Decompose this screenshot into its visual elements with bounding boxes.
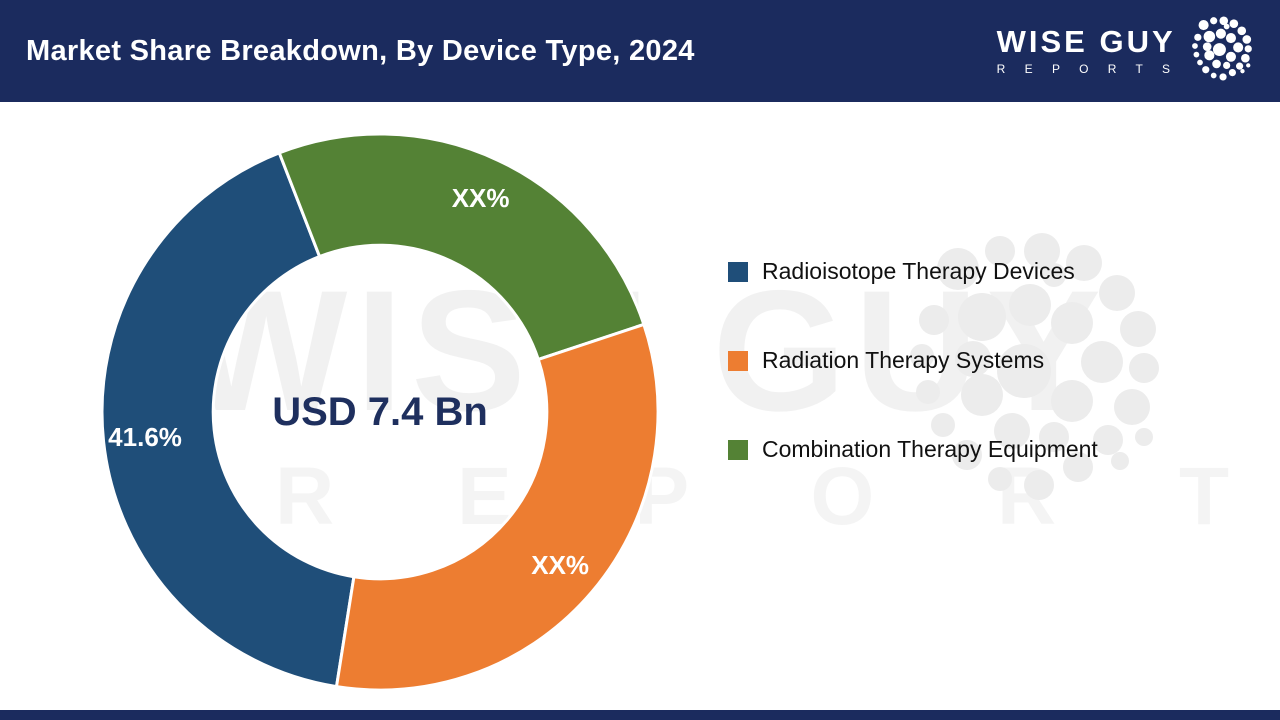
legend-swatch-blue [728, 261, 748, 282]
brand-logo: WISE GUY R E P O R T S [997, 9, 1254, 93]
brand-subtitle: R E P O R T S [996, 62, 1178, 76]
slice-value-label: XX% [531, 550, 589, 580]
donut-slice-2 [277, 132, 646, 362]
legend-item: Combination Therapy Equipment [728, 436, 1098, 463]
legend-swatch-orange [728, 350, 748, 371]
legend: Radioisotope Therapy Devices Radiation T… [728, 258, 1098, 463]
slice-value-label: 41.6% [108, 422, 182, 452]
legend-label: Radioisotope Therapy Devices [762, 258, 1075, 284]
brand-name: WISE GUY [996, 24, 1176, 59]
legend-label: Radiation Therapy Systems [762, 347, 1045, 373]
slice-value-label: XX% [452, 183, 510, 213]
legend-swatch-green [728, 439, 748, 460]
donut-slice-0 [100, 150, 356, 689]
chart-area: WISE GUY R E P O R T S USD 7.4 Bn 41.6%X… [0, 102, 1280, 710]
donut-slice-1 [334, 322, 660, 692]
legend-item: Radiation Therapy Systems [728, 347, 1098, 374]
legend-item: Radioisotope Therapy Devices [728, 258, 1098, 285]
page-title: Market Share Breakdown, By Device Type, … [26, 34, 695, 67]
brand-head-dots-icon [1192, 16, 1252, 81]
donut-chart: USD 7.4 Bn 41.6% XX% XX% [100, 132, 660, 692]
donut-center-label: USD 7.4 Bn [272, 390, 488, 434]
footer-bar [0, 710, 1280, 720]
legend-label: Combination Therapy Equipment [762, 436, 1098, 462]
brand-text: WISE GUY R E P O R T S [997, 26, 1178, 76]
header-bar: Market Share Breakdown, By Device Type, … [0, 0, 1280, 102]
